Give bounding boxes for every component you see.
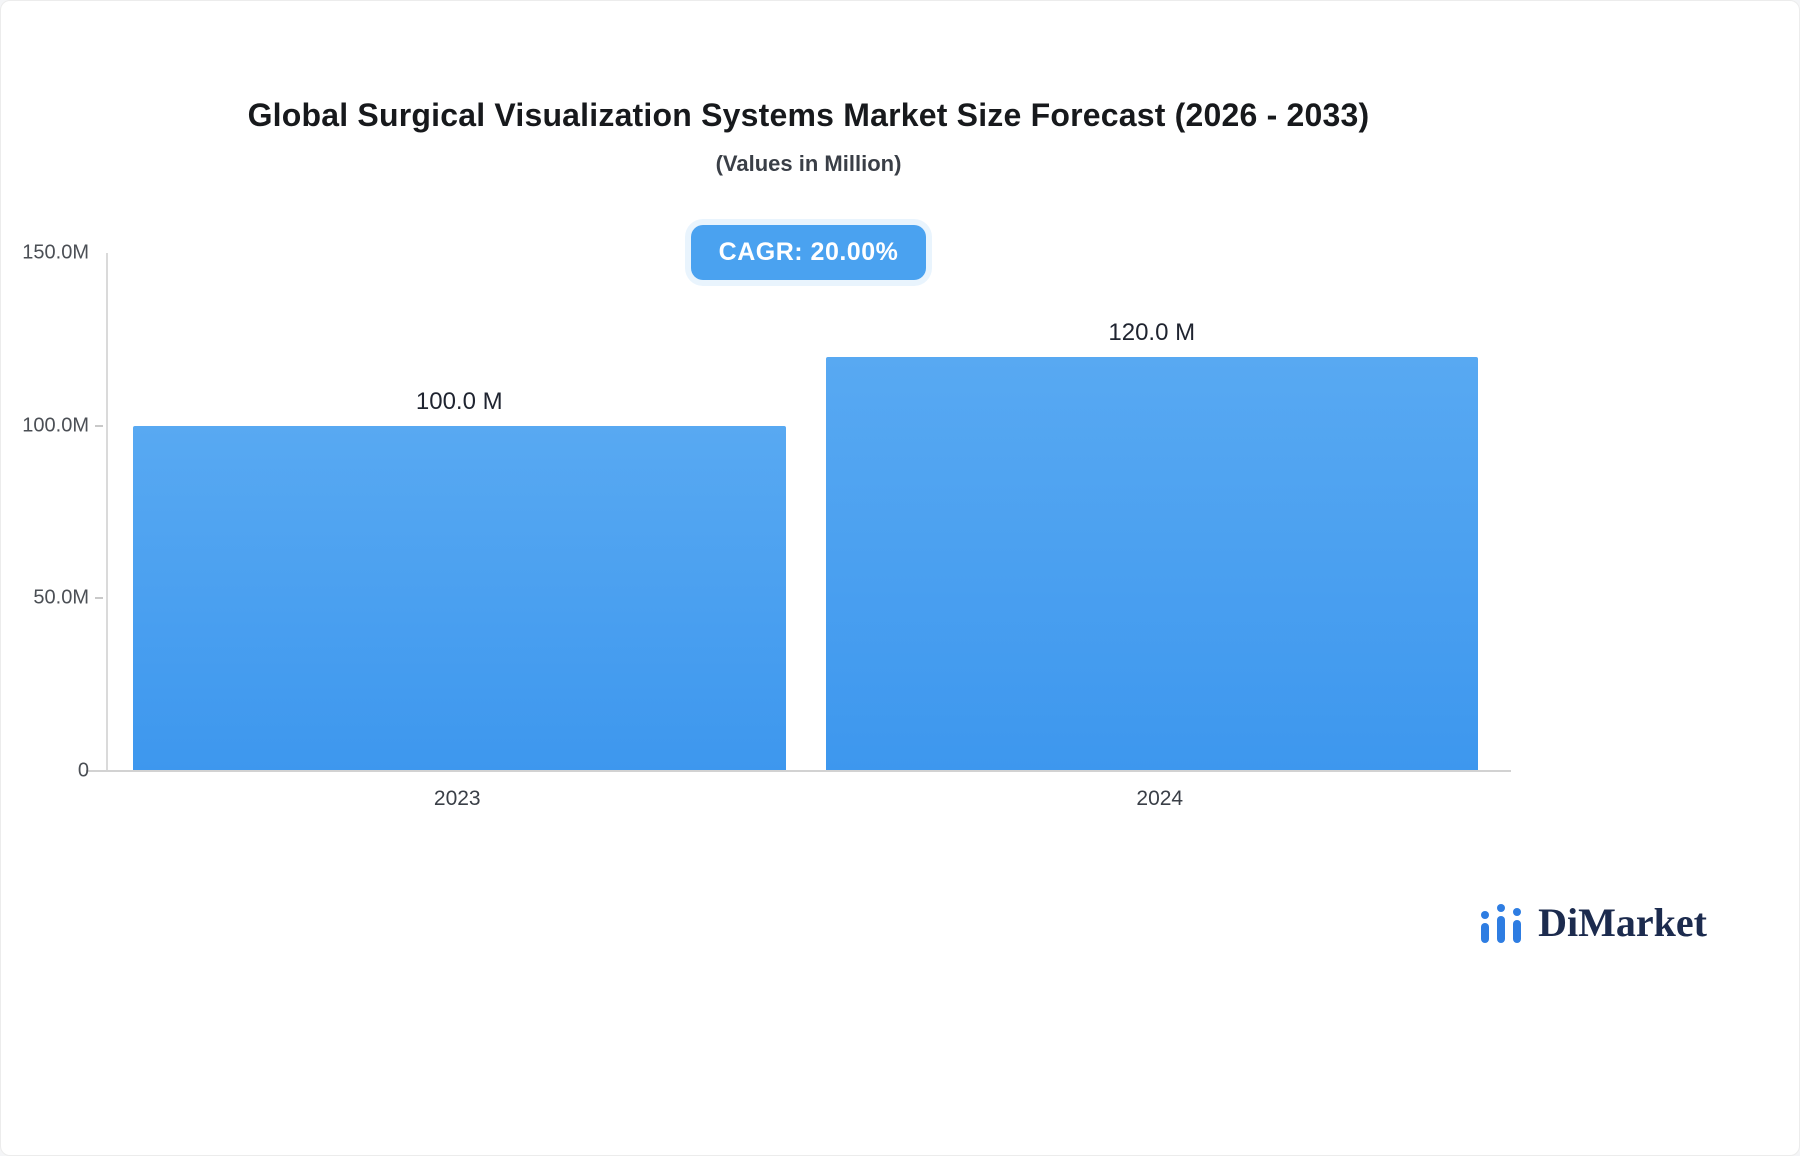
bar-2024 [825, 356, 1478, 771]
x-axis-label: 2024 [1136, 787, 1184, 810]
y-axis-label: 50.0M [33, 586, 89, 609]
logo-bars-icon [1481, 904, 1522, 943]
x-axis-label: 2023 [433, 787, 481, 810]
chart-title: Global Surgical Visualization Systems Ma… [247, 97, 1370, 133]
x-axis-line [86, 770, 1511, 772]
bar-2023 [133, 425, 786, 771]
y-axis-tick [95, 424, 103, 427]
bar-value-label: 120.0 M [1108, 318, 1196, 346]
logo-text: DiMarket [1538, 900, 1707, 945]
y-axis-label: 0 [77, 759, 89, 782]
chart-subtitle: (Values in Million) [715, 151, 902, 176]
y-axis-label: 150.0M [22, 241, 89, 264]
bar-value-label: 100.0 M [415, 387, 503, 415]
plot-area: 100.0 M 120.0 M [106, 253, 1511, 771]
y-axis-label: 100.0M [22, 414, 89, 437]
y-axis-tick [95, 597, 103, 600]
brand-logo: DiMarket [1478, 903, 1707, 943]
